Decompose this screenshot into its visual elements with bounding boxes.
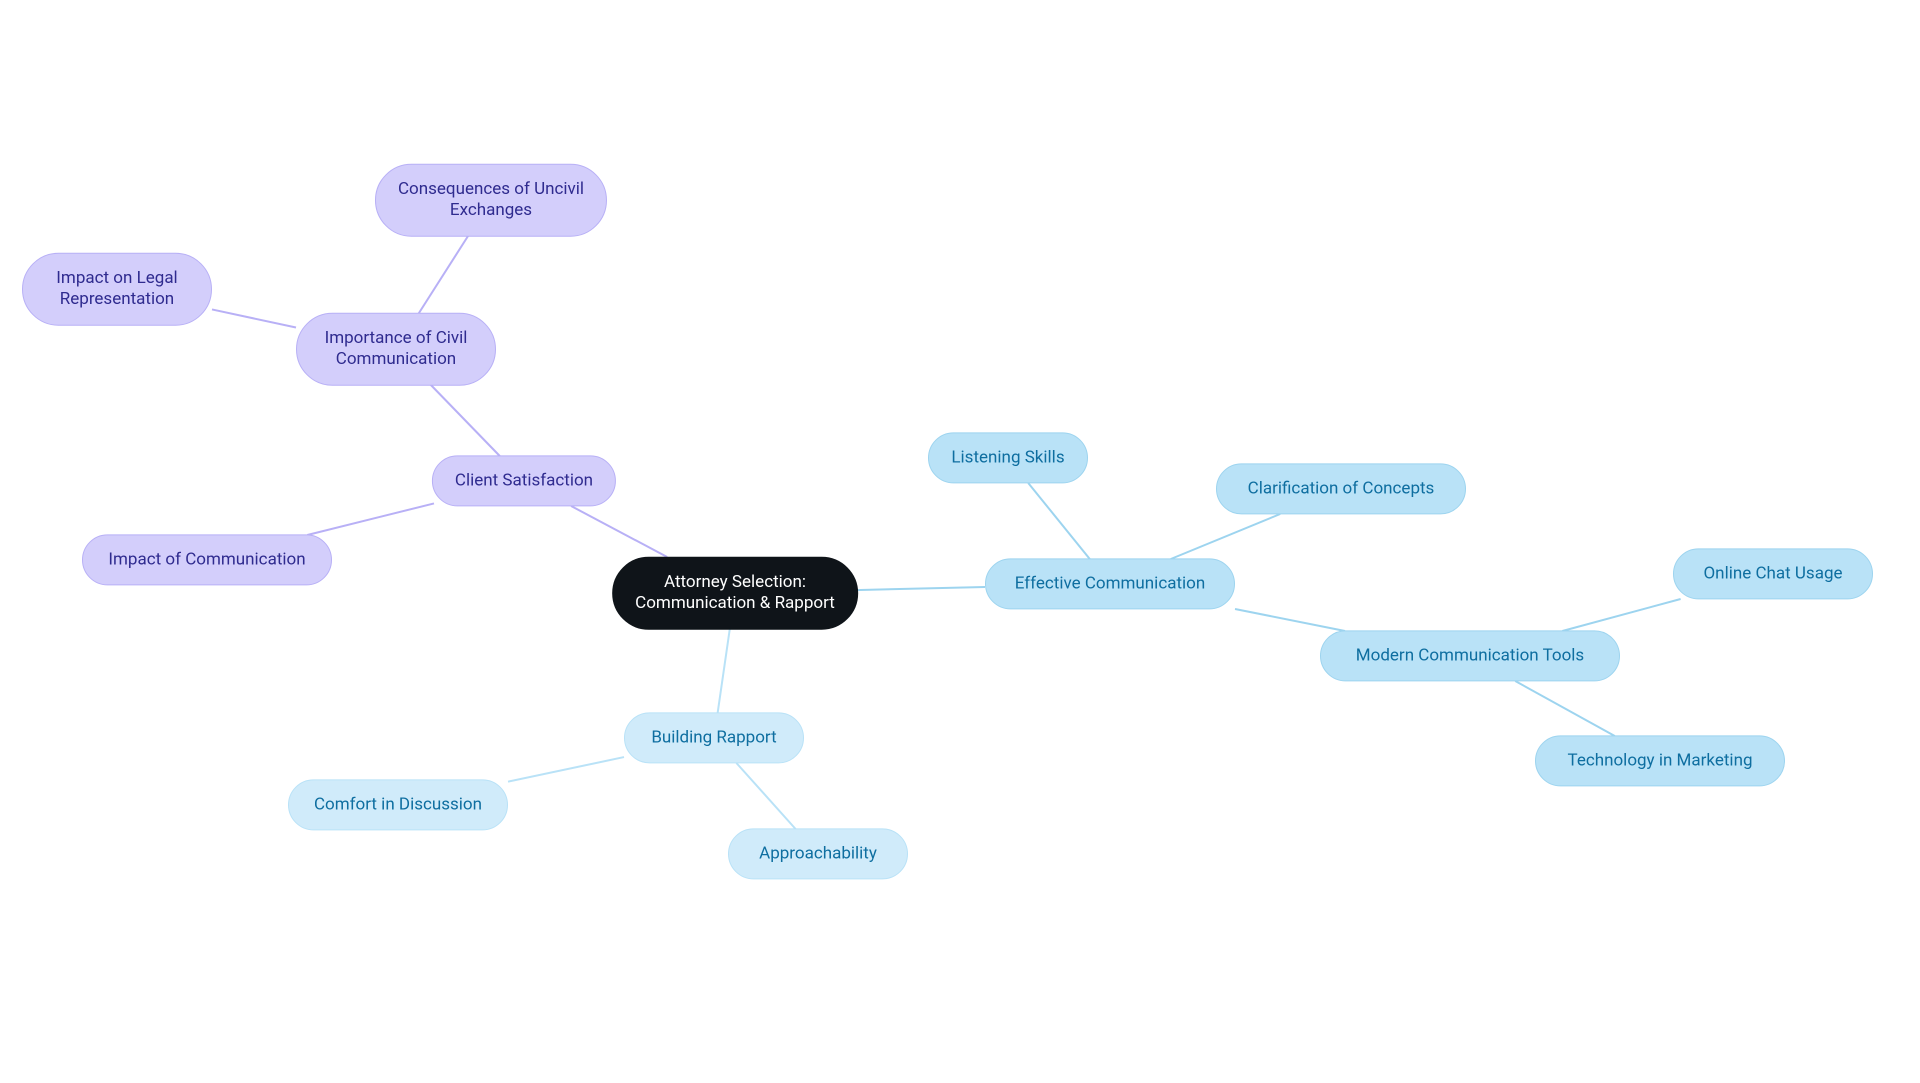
node-onlineChat: Online Chat Usage <box>1673 548 1873 599</box>
node-impactComm: Impact of Communication <box>82 534 332 585</box>
node-civilComm: Importance of Civil Communication <box>296 313 496 386</box>
edge <box>212 309 296 327</box>
edge <box>736 763 795 829</box>
node-uncivil: Consequences of Uncivil Exchanges <box>375 164 607 237</box>
node-techMkt: Technology in Marketing <box>1535 735 1785 786</box>
node-comfort: Comfort in Discussion <box>288 779 508 830</box>
edge <box>1235 609 1345 631</box>
edge <box>307 503 434 535</box>
node-clarification: Clarification of Concepts <box>1216 463 1466 514</box>
edge <box>1562 599 1680 631</box>
node-rapport: Building Rapport <box>624 712 804 763</box>
node-listening: Listening Skills <box>928 432 1088 483</box>
edge <box>718 629 730 713</box>
node-impactLegal: Impact on Legal Representation <box>22 253 212 326</box>
node-approach: Approachability <box>728 828 908 879</box>
node-root: Attorney Selection: Communication & Rapp… <box>612 557 858 630</box>
edge <box>1171 514 1280 559</box>
mindmap-canvas: Attorney Selection: Communication & Rapp… <box>0 0 1920 1083</box>
edge <box>430 384 500 456</box>
edge <box>1028 483 1090 559</box>
edge <box>418 235 468 314</box>
edge <box>508 757 624 782</box>
node-effective: Effective Communication <box>985 558 1235 609</box>
node-clientSat: Client Satisfaction <box>432 455 616 506</box>
edge <box>571 506 667 557</box>
node-modernTools: Modern Communication Tools <box>1320 630 1620 681</box>
edge <box>850 587 985 590</box>
edge <box>1515 681 1615 736</box>
